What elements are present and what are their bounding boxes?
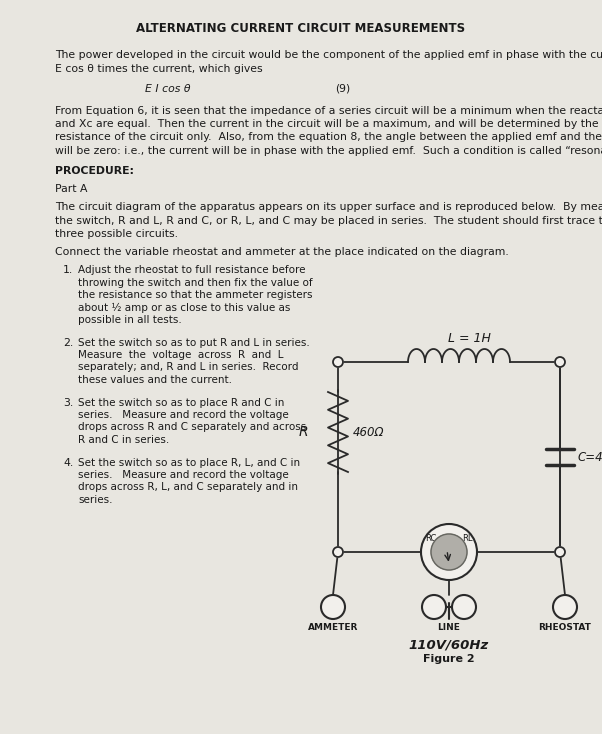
- Text: 4.: 4.: [63, 457, 73, 468]
- Text: and Xᴄ are equal.  Then the current in the circuit will be a maximum, and will b: and Xᴄ are equal. Then the current in th…: [55, 119, 598, 129]
- Text: C=40μF: C=40μF: [578, 451, 602, 463]
- Text: RC: RC: [425, 534, 436, 543]
- Text: E I cos θ: E I cos θ: [145, 84, 190, 93]
- Text: series.: series.: [78, 495, 113, 505]
- Text: these values and the current.: these values and the current.: [78, 375, 232, 385]
- Circle shape: [421, 524, 477, 580]
- Text: AMMETER: AMMETER: [308, 623, 358, 632]
- Text: RL: RL: [462, 534, 472, 543]
- Text: The power developed in the circuit would be the component of the applied emf in : The power developed in the circuit would…: [55, 50, 602, 60]
- Text: series.   Measure and record the voltage: series. Measure and record the voltage: [78, 410, 289, 420]
- Text: LINE: LINE: [438, 623, 461, 632]
- Circle shape: [431, 534, 467, 570]
- Circle shape: [553, 595, 577, 619]
- Text: ALTERNATING CURRENT CIRCUIT MEASUREMENTS: ALTERNATING CURRENT CIRCUIT MEASUREMENTS: [137, 22, 465, 35]
- Text: three possible circuits.: three possible circuits.: [55, 229, 178, 239]
- Circle shape: [333, 357, 343, 367]
- Text: possible in all tests.: possible in all tests.: [78, 315, 182, 325]
- Text: Adjust the rheostat to full resistance before: Adjust the rheostat to full resistance b…: [78, 265, 305, 275]
- Circle shape: [333, 547, 343, 557]
- Text: R and C in series.: R and C in series.: [78, 435, 169, 445]
- Text: L = 1H: L = 1H: [447, 332, 491, 345]
- Text: the resistance so that the ammeter registers: the resistance so that the ammeter regis…: [78, 290, 312, 300]
- Text: Measure  the  voltage  across  R  and  L: Measure the voltage across R and L: [78, 350, 284, 360]
- Text: about ½ amp or as close to this value as: about ½ amp or as close to this value as: [78, 302, 290, 313]
- Circle shape: [555, 357, 565, 367]
- Circle shape: [422, 595, 446, 619]
- Text: the switch, R and L, R and C, or R, L, and C may be placed in series.  The stude: the switch, R and L, R and C, or R, L, a…: [55, 216, 602, 225]
- Text: series.   Measure and record the voltage: series. Measure and record the voltage: [78, 470, 289, 480]
- Circle shape: [452, 595, 476, 619]
- Text: Connect the variable rheostat and ammeter at the place indicated on the diagram.: Connect the variable rheostat and ammete…: [55, 247, 509, 257]
- Text: 3.: 3.: [63, 398, 73, 407]
- Text: 1.: 1.: [63, 265, 73, 275]
- Circle shape: [321, 595, 345, 619]
- Text: 460Ω: 460Ω: [353, 426, 385, 438]
- Text: Figure 2: Figure 2: [423, 654, 475, 664]
- Text: The circuit diagram of the apparatus appears on its upper surface and is reprodu: The circuit diagram of the apparatus app…: [55, 202, 602, 212]
- Text: Set the switch so as to put R and L in series.: Set the switch so as to put R and L in s…: [78, 338, 310, 347]
- Text: Set the switch so as to place R and C in: Set the switch so as to place R and C in: [78, 398, 284, 407]
- Text: R: R: [298, 425, 308, 439]
- Text: drops across R and C separately and across: drops across R and C separately and acro…: [78, 423, 306, 432]
- Text: RLC: RLC: [441, 543, 457, 552]
- Text: Part A: Part A: [55, 184, 87, 194]
- Text: PROCEDURE:: PROCEDURE:: [55, 166, 134, 176]
- Text: resistance of the circuit only.  Also, from the equation 8, the angle between th: resistance of the circuit only. Also, fr…: [55, 133, 602, 142]
- Text: 2.: 2.: [63, 338, 73, 347]
- Text: (9): (9): [335, 84, 350, 93]
- Text: drops across R, L, and C separately and in: drops across R, L, and C separately and …: [78, 482, 298, 493]
- Text: will be zero: i.e., the current will be in phase with the applied emf.  Such a c: will be zero: i.e., the current will be …: [55, 146, 602, 156]
- Text: From Equation 6, it is seen that the impedance of a series circuit will be a min: From Equation 6, it is seen that the imp…: [55, 106, 602, 115]
- Text: RHEOSTAT: RHEOSTAT: [539, 623, 591, 632]
- Text: E cos θ times the current, which gives: E cos θ times the current, which gives: [55, 64, 262, 73]
- Text: Set the switch so as to place R, L, and C in: Set the switch so as to place R, L, and …: [78, 457, 300, 468]
- Text: separately; and, R and L in series.  Record: separately; and, R and L in series. Reco…: [78, 363, 299, 372]
- Circle shape: [555, 547, 565, 557]
- Text: 110V/60Hz: 110V/60Hz: [409, 639, 489, 652]
- Text: throwing the switch and then fix the value of: throwing the switch and then fix the val…: [78, 277, 312, 288]
